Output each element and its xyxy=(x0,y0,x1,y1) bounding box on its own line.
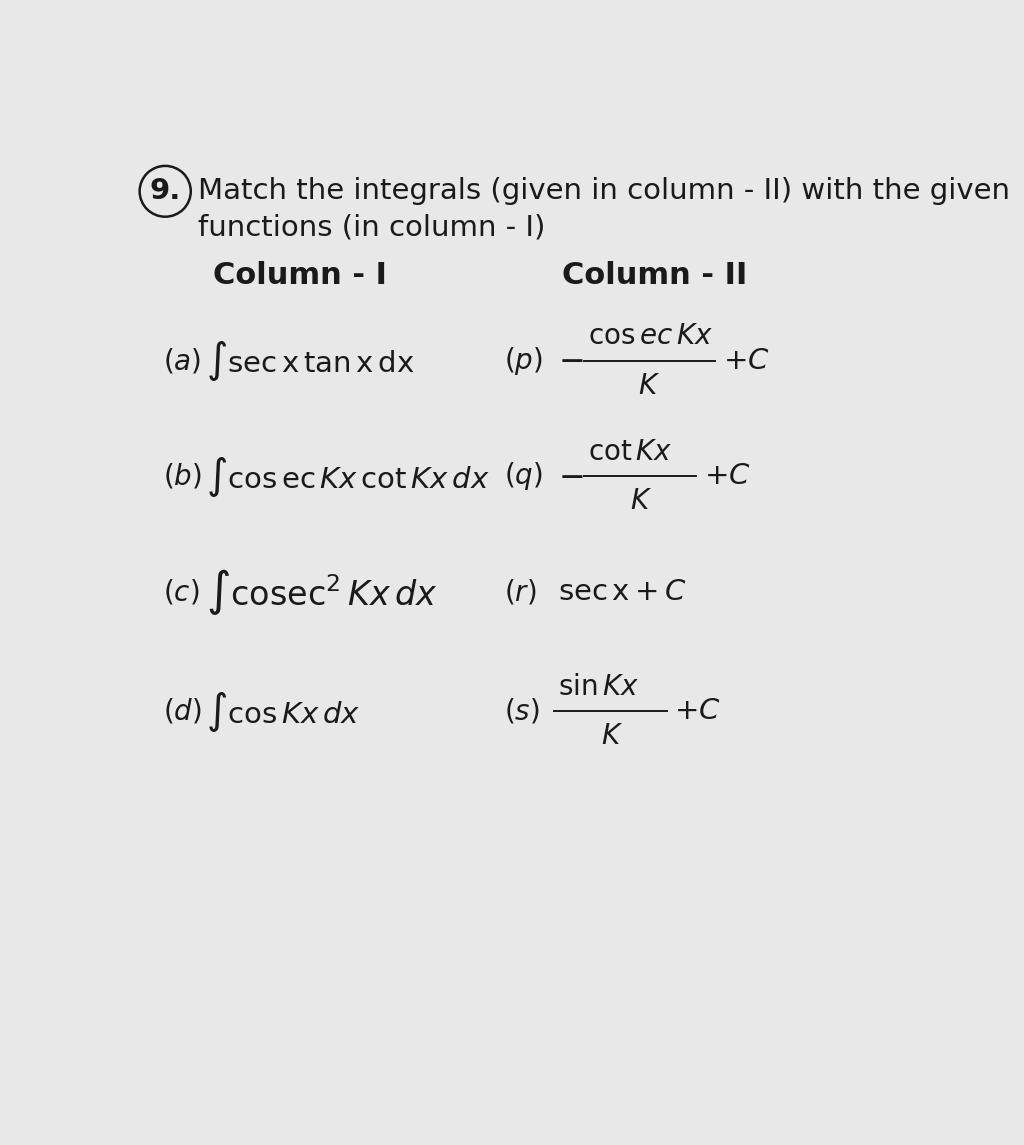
Text: Column - I: Column - I xyxy=(213,261,387,291)
Text: $(r)$: $(r)$ xyxy=(504,577,537,606)
Text: $(d)$: $(d)$ xyxy=(163,696,202,726)
Text: $\int\mathrm{sec\,x\,tan\,x\,dx}$: $\int\mathrm{sec\,x\,tan\,x\,dx}$ xyxy=(206,338,414,384)
Text: $+C$: $+C$ xyxy=(723,347,770,374)
Text: $+C$: $+C$ xyxy=(675,697,721,725)
Text: $\mathrm{cos\,\mathit{ec}\,}Kx$: $\mathrm{cos\,\mathit{ec}\,}Kx$ xyxy=(588,323,713,350)
Text: $(c)$: $(c)$ xyxy=(163,577,200,606)
Text: $-$: $-$ xyxy=(558,460,584,491)
Text: $(b)$: $(b)$ xyxy=(163,461,202,491)
Text: $(a)$: $(a)$ xyxy=(163,346,201,376)
Text: $\int\mathrm{cosec}^2\,Kx\,dx$: $\int\mathrm{cosec}^2\,Kx\,dx$ xyxy=(206,567,437,617)
Text: $K$: $K$ xyxy=(601,722,623,750)
Text: $-$: $-$ xyxy=(558,345,584,377)
Text: 9.: 9. xyxy=(150,177,181,205)
Text: $(q)$: $(q)$ xyxy=(504,460,543,492)
Text: Column - II: Column - II xyxy=(562,261,748,291)
Text: $\mathrm{cot}\,Kx$: $\mathrm{cot}\,Kx$ xyxy=(588,439,672,466)
Text: $(s)$: $(s)$ xyxy=(504,696,540,726)
Text: $\int\mathrm{cos}\,Kx\,dx$: $\int\mathrm{cos}\,Kx\,dx$ xyxy=(206,688,359,734)
Text: $\mathrm{sec\,x}+C$: $\mathrm{sec\,x}+C$ xyxy=(558,578,687,606)
Text: Match the integrals (given in column - II) with the given: Match the integrals (given in column - I… xyxy=(198,177,1010,205)
Text: $K$: $K$ xyxy=(630,488,652,515)
Text: $\int\mathrm{cos\,ec\,}Kx\,\mathrm{cot}\,Kx\,dx$: $\int\mathrm{cos\,ec\,}Kx\,\mathrm{cot}\… xyxy=(206,453,489,499)
Text: functions (in column - I): functions (in column - I) xyxy=(198,213,545,242)
Text: $K$: $K$ xyxy=(638,372,660,400)
Text: $+C$: $+C$ xyxy=(703,463,751,490)
Text: $(p)$: $(p)$ xyxy=(504,345,543,377)
Text: $\mathrm{sin}\,Kx$: $\mathrm{sin}\,Kx$ xyxy=(558,673,639,701)
